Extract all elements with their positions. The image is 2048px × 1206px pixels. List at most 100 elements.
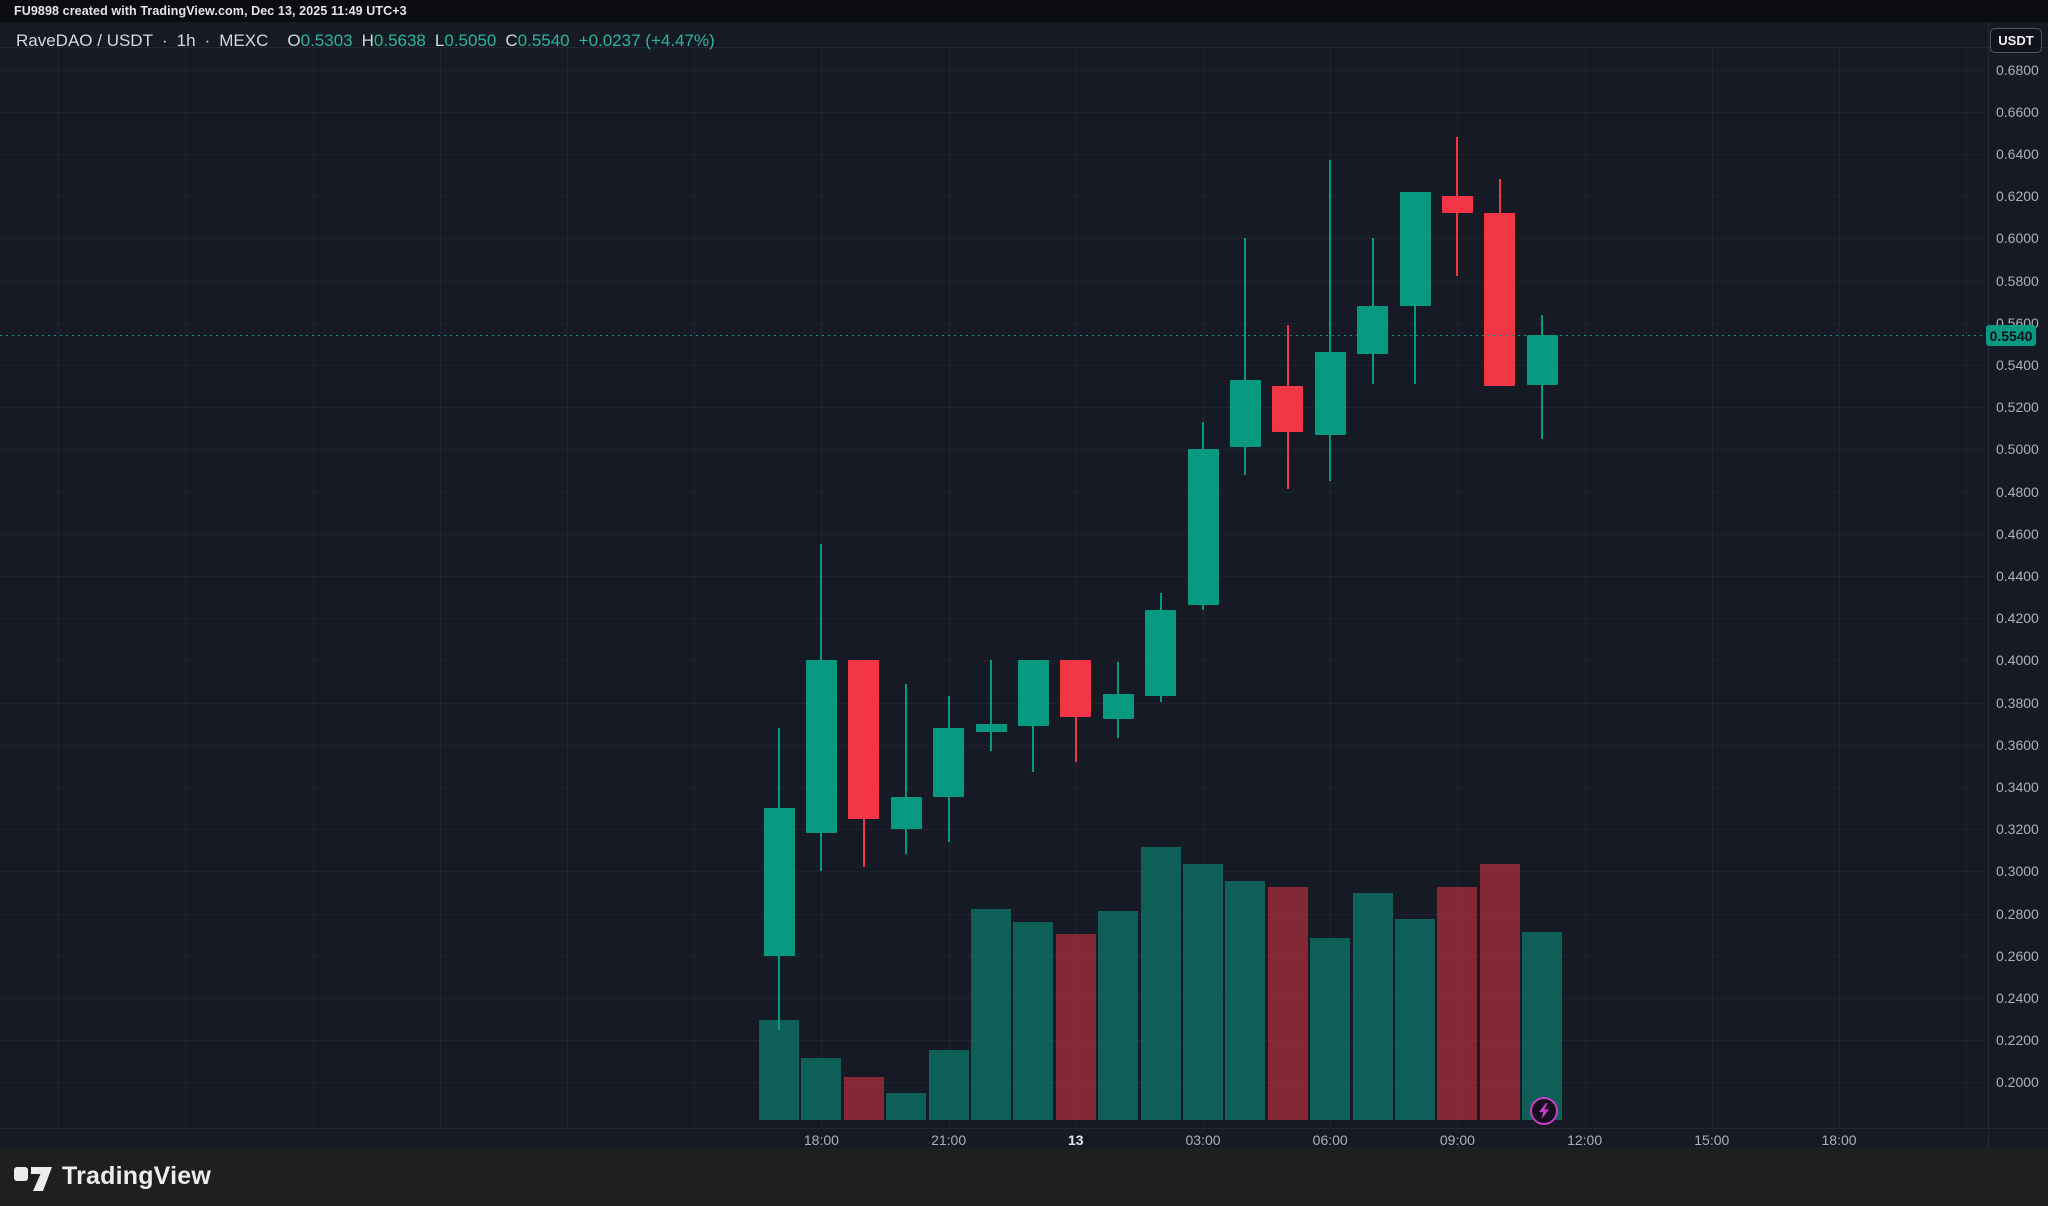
vertical-gridline (1457, 47, 1459, 1128)
volume-bar (1479, 864, 1520, 1120)
candlestick (1102, 694, 1134, 720)
horizontal-gridline (0, 153, 1988, 155)
symbol-label: RaveDAO / USDT (16, 31, 153, 50)
vertical-gridline (1075, 47, 1077, 1128)
horizontal-gridline (0, 533, 1988, 535)
legend-separator: · (161, 31, 168, 50)
volume-bar (1437, 887, 1478, 1120)
volume-bar (843, 1077, 884, 1120)
candle-wick (1329, 160, 1332, 481)
candlestick (1399, 191, 1431, 306)
interval-label: 1h (176, 31, 196, 50)
price-tick-label: 0.6800 (1996, 61, 2039, 78)
price-tick-label: 0.4000 (1996, 652, 2039, 669)
price-axis[interactable]: USDT 0.6800 0.6600 0.6400 0.6200 0.6000 0.580… (1986, 22, 2048, 1147)
volume-bar (1183, 864, 1223, 1120)
lightning-icon[interactable] (1530, 1097, 1559, 1125)
vertical-gridline (58, 47, 60, 1128)
price-tick-label: 0.2000 (1996, 1074, 2039, 1091)
vertical-gridline (439, 47, 441, 1128)
candle-wick (990, 660, 992, 752)
horizontal-gridline (0, 491, 1988, 493)
candlestick (1229, 379, 1261, 448)
horizontal-gridline (0, 744, 1988, 746)
volume-bar (1522, 932, 1563, 1120)
time-tick-label: 21:00 (931, 1132, 967, 1148)
price-tick-label: 0.6200 (1996, 188, 2039, 205)
ohlc-high: H0.5638 (361, 31, 426, 50)
price-tick-label: 0.5800 (1996, 272, 2039, 289)
candlestick (805, 660, 837, 834)
legend-separator: · (204, 31, 211, 50)
volume-bar (1140, 847, 1181, 1120)
horizontal-gridline (0, 449, 1988, 451)
price-tick-label: 0.6600 (1996, 103, 2039, 120)
candle-wick (905, 683, 908, 855)
price-tick-label: 0.2600 (1996, 947, 2039, 964)
currency-toggle-button[interactable]: USDT (1990, 28, 2042, 53)
horizontal-gridline (0, 618, 1988, 620)
volume-bar (928, 1050, 969, 1120)
horizontal-gridline (0, 660, 1988, 662)
exchange-label: MEXC (219, 31, 269, 50)
price-tick-label: 0.3400 (1996, 778, 2039, 795)
vertical-gridline (694, 47, 696, 1128)
ohlc-open: O0.5303 (287, 31, 353, 50)
time-tick-label: 09:00 (1439, 1132, 1475, 1148)
price-tick-label: 0.6000 (1996, 230, 2039, 247)
candlestick (933, 727, 965, 798)
candlestick (1484, 212, 1516, 386)
candlestick (1017, 660, 1049, 726)
chart-plot-area[interactable] (0, 22, 1988, 1147)
vertical-gridline (1839, 47, 1840, 1128)
vertical-gridline (948, 47, 950, 1128)
candlestick (1060, 660, 1092, 718)
attribution-text: FU9898 created with TradingView.com, Dec… (14, 4, 407, 18)
volume-bar (1098, 911, 1139, 1120)
ohlc-low: L0.5050 (434, 31, 497, 50)
candlestick (763, 808, 795, 956)
volume-bar (1352, 893, 1393, 1120)
ohlc-close: C0.5540 (505, 31, 570, 50)
candlestick (890, 797, 922, 830)
price-tick-label: 0.3600 (1996, 736, 2039, 753)
horizontal-gridline (0, 786, 1988, 788)
horizontal-gridline (0, 196, 1988, 198)
time-axis-border (0, 1128, 2048, 1129)
volume-bar (1267, 887, 1308, 1120)
price-tick-label: 0.4200 (1996, 610, 2039, 627)
horizontal-gridline (0, 829, 1988, 831)
tradingview-brand[interactable]: TradingView (14, 1162, 211, 1191)
tradingview-logo-icon (14, 1166, 52, 1191)
volume-bar (886, 1093, 927, 1120)
price-tick-label: 0.3800 (1996, 694, 2039, 711)
vertical-gridline (1584, 47, 1586, 1128)
lightning-bolt-glyph (1539, 1103, 1550, 1119)
vertical-gridline (1711, 47, 1713, 1128)
horizontal-gridline (0, 322, 1988, 324)
tradingview-wordmark: TradingView (62, 1162, 212, 1190)
volume-bar (971, 909, 1011, 1120)
change-label: +0.0237 (+4.47%) (578, 31, 715, 50)
chart-legend[interactable]: RaveDAO / USDT · 1h · MEXC O0.5303 H0.56… (16, 31, 715, 51)
horizontal-gridline (0, 407, 1988, 409)
footer-bar: TradingView (0, 1147, 2048, 1206)
candlestick (1526, 335, 1558, 386)
horizontal-gridline (0, 702, 1988, 704)
time-tick-label: 12:00 (1567, 1132, 1603, 1148)
candle-wick (1244, 238, 1247, 475)
price-tick-label: 0.4400 (1996, 567, 2039, 584)
candlestick (975, 723, 1007, 733)
candlestick (1314, 352, 1346, 435)
time-tick-label: 06:00 (1312, 1132, 1348, 1148)
vertical-gridline (312, 47, 314, 1128)
candlestick (1272, 386, 1304, 433)
candlestick (1145, 609, 1177, 697)
time-tick-label: 18:00 (803, 1132, 839, 1148)
volume-bar (1055, 934, 1096, 1120)
price-tick-label: 0.2800 (1996, 905, 2039, 922)
pane-divider (0, 47, 2048, 48)
volume-bar (759, 1020, 799, 1120)
time-axis[interactable]: 18:00 21:00 13 03:00 06:00 09:00 12:00 15:00 18:… (0, 1128, 2048, 1148)
